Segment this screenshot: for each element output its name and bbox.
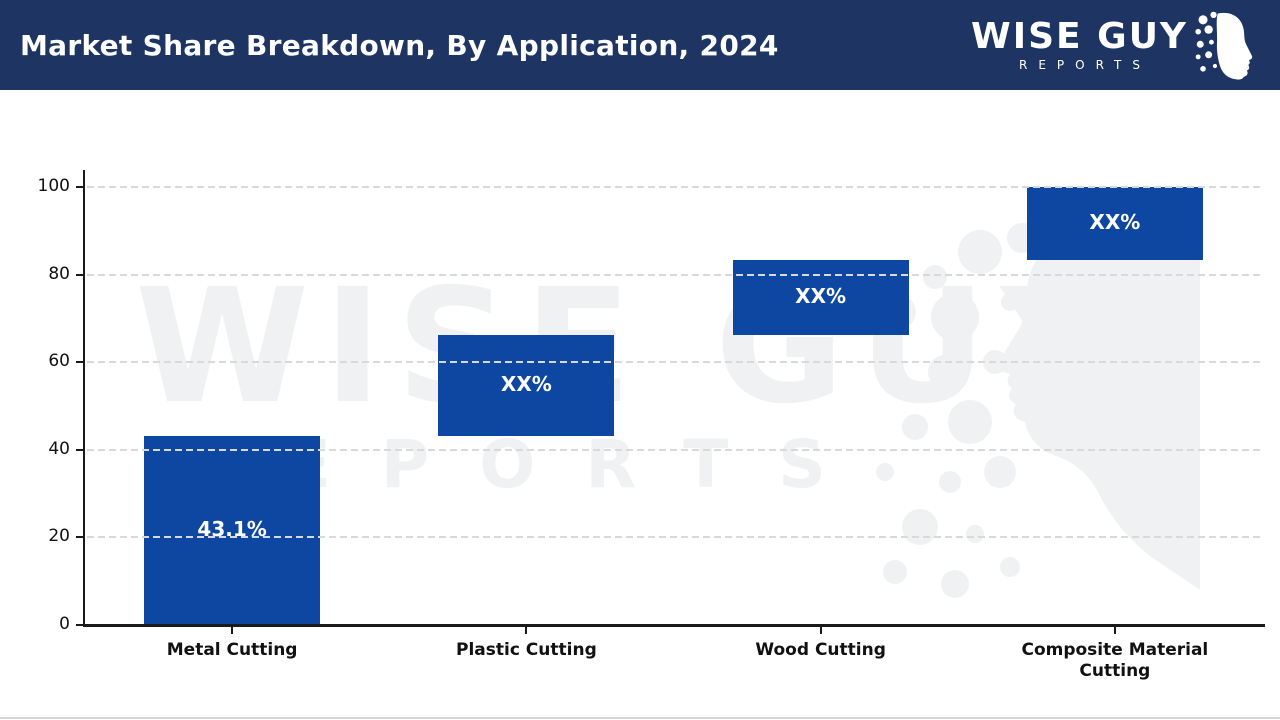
bar-wood-cutting [732, 260, 909, 336]
logo-face-icon [1195, 11, 1253, 80]
y-tick [76, 361, 84, 364]
gridline-20 [87, 536, 1262, 539]
x-tick-label-wood-cutting: Wood Cutting [755, 640, 886, 660]
logo-wordmark: WISE GUY [970, 16, 1188, 57]
y-tick [76, 448, 84, 451]
bar-plastic-cutting [438, 335, 615, 437]
bar-value-label: 43.1% [197, 516, 267, 541]
y-tick [76, 186, 84, 188]
wiseguy-logo: WISE GUY REPORTS [971, 10, 1254, 80]
y-tick-label-20: 20 [48, 526, 70, 547]
y-tick-label-60: 60 [48, 351, 70, 372]
x-tick [1113, 627, 1116, 634]
y-tick-label-0: 0 [59, 614, 70, 634]
x-tick-label-composite-material-cutting: Composite Material Cutting [1021, 640, 1209, 681]
x-tick-label-plastic-cutting: Plastic Cutting [455, 640, 597, 660]
x-tick [525, 627, 528, 634]
y-axis-spine [83, 170, 85, 627]
bottom-border [0, 717, 1280, 719]
y-tick-label-80: 80 [48, 263, 70, 284]
gridline-60 [87, 361, 1262, 364]
y-tick [76, 624, 84, 626]
x-axis-spine [83, 624, 1265, 627]
gridline-80 [87, 273, 1262, 276]
y-tick-label-100: 100 [37, 176, 70, 196]
y-tick [76, 536, 84, 539]
header: Market Share Breakdown, By Application, … [0, 0, 1280, 90]
bar-value-label: XX% [1089, 209, 1141, 234]
x-tick [231, 627, 234, 634]
y-tick-label-40: 40 [48, 438, 70, 459]
gridline-40 [87, 448, 1262, 451]
x-tick [819, 627, 822, 634]
logo-subtitle: REPORTS [1018, 58, 1151, 72]
y-tick [76, 273, 84, 276]
logo-text: WISE GUY REPORTS [970, 16, 1188, 72]
x-tick-label-metal-cutting: Metal Cutting [166, 640, 298, 660]
page-title: Market Share Breakdown, By Application, … [20, 28, 779, 62]
gridline-100 [87, 186, 1262, 188]
bar-value-label: XX% [795, 283, 847, 308]
bar-metal-cutting [144, 436, 321, 625]
bar-value-label: XX% [500, 371, 552, 396]
